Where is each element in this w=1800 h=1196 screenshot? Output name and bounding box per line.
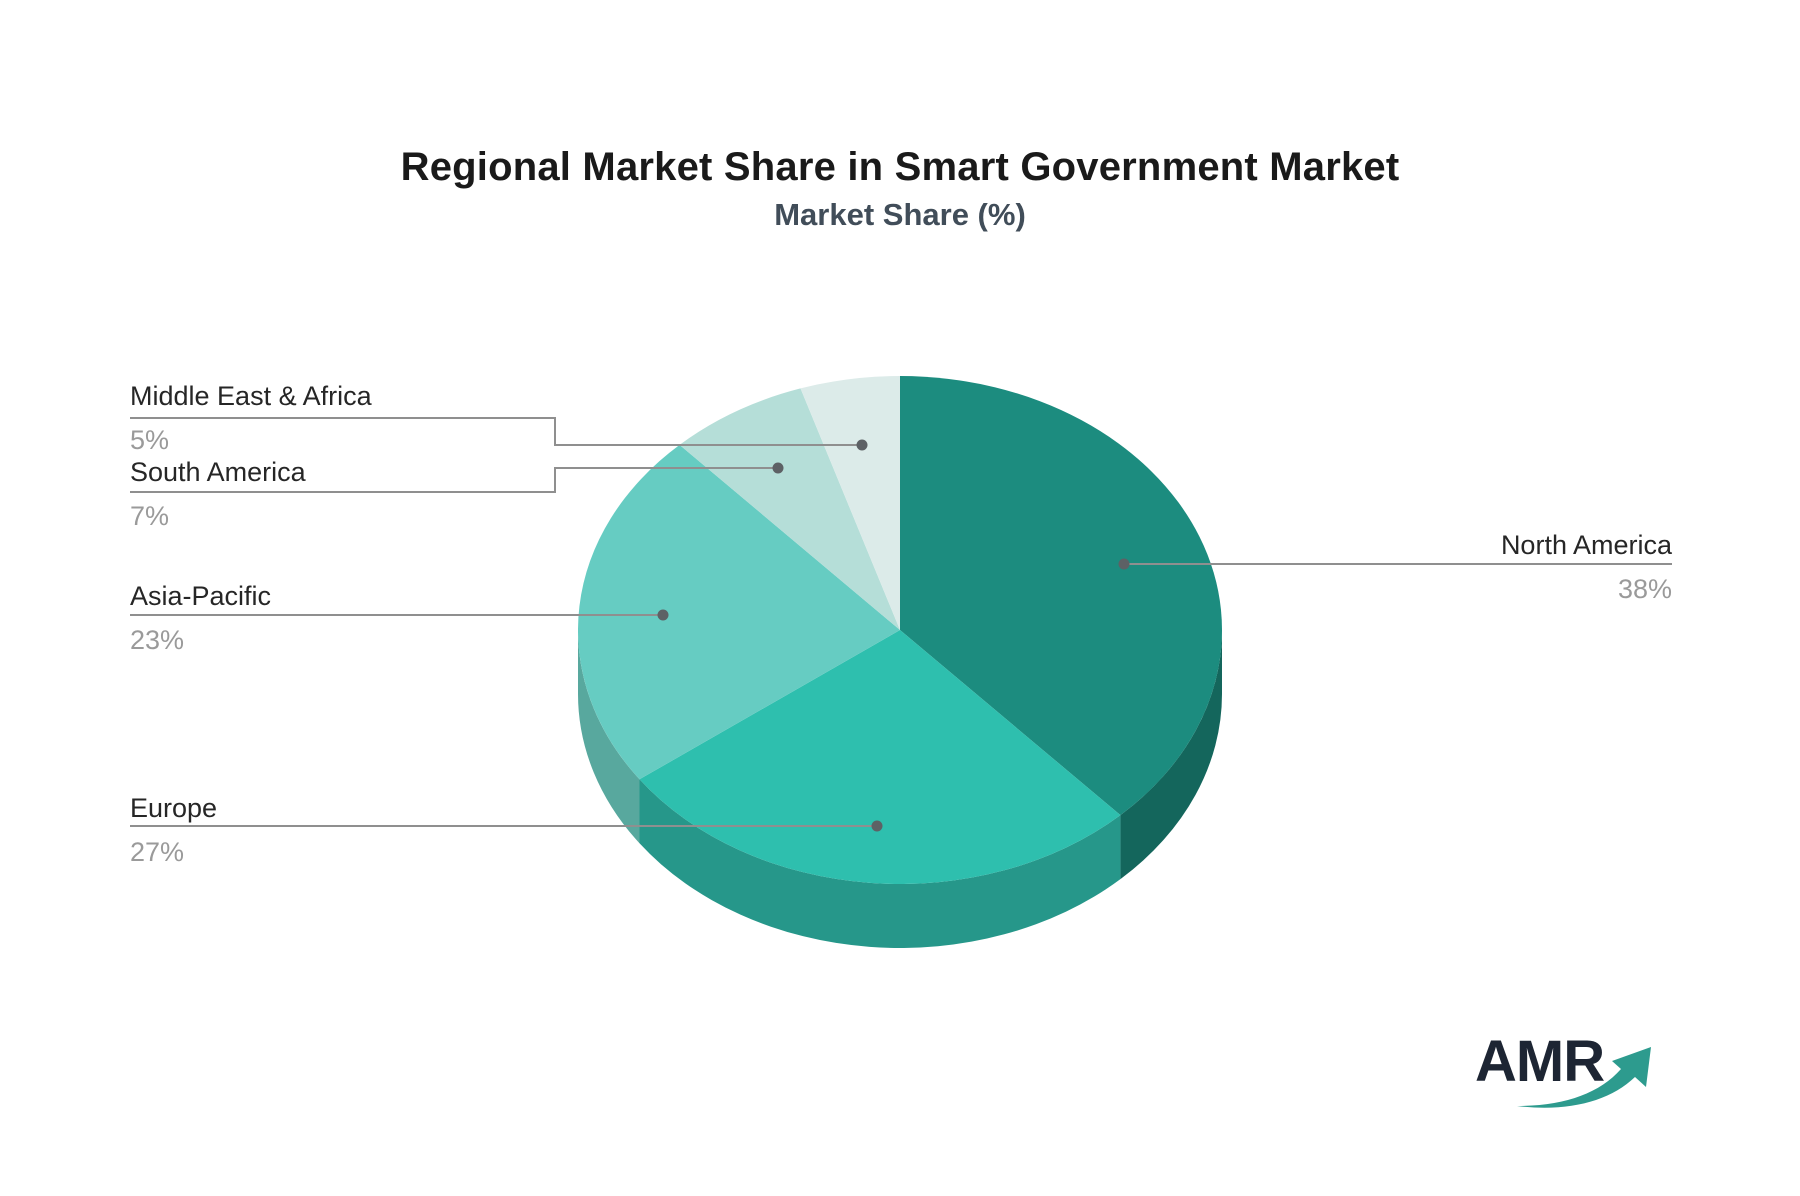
label-north-america-pct: 38% — [1617, 574, 1672, 604]
label-europe: Europe 27% — [130, 793, 590, 867]
label-europe-name: Europe — [130, 793, 218, 823]
label-middle-east-africa-pct: 5% — [130, 425, 170, 455]
pie-slice-side-asia-pacific — [578, 630, 640, 844]
leader-line-middle-east-africa — [130, 417, 862, 446]
anchor-dot-middle-east-africa — [856, 439, 868, 451]
label-north-america-name: North America — [1500, 530, 1672, 560]
anchor-dot-north-america — [1118, 558, 1130, 570]
brand-logo: AMR — [1475, 1032, 1695, 1122]
leader-line-south-america — [130, 467, 778, 493]
label-middle-east-africa: Middle East & Africa 5% — [130, 381, 590, 455]
label-asia-pacific-name: Asia-Pacific — [130, 581, 272, 611]
label-asia-pacific-pct: 23% — [130, 625, 185, 655]
label-north-america: North America 38% — [1212, 530, 1672, 604]
chart-subtitle: Market Share (%) — [774, 197, 1026, 232]
pie-slice-middle-east-africa — [800, 376, 900, 630]
label-south-america-pct: 7% — [130, 501, 170, 531]
label-middle-east-africa-name: Middle East & Africa — [130, 381, 372, 411]
pie-slice-asia-pacific — [578, 444, 900, 780]
chart-title: Regional Market Share in Smart Governmen… — [400, 145, 1400, 189]
anchor-dot-europe — [871, 820, 883, 832]
pie-slice-side-europe — [639, 779, 1121, 948]
growth-arrow-icon — [1517, 1047, 1651, 1108]
anchor-dot-south-america — [772, 462, 784, 474]
pie-slice-side-north-america — [1120, 630, 1222, 880]
pie-slice-europe — [639, 630, 1121, 884]
label-south-america-name: South America — [130, 457, 306, 487]
label-europe-pct: 27% — [130, 837, 185, 867]
anchor-dot-asia-pacific — [657, 609, 669, 621]
label-asia-pacific: Asia-Pacific 23% — [130, 581, 590, 655]
pie-slice-north-america — [900, 376, 1222, 816]
brand-logo-text: AMR — [1475, 1029, 1605, 1094]
label-south-america: South America 7% — [130, 457, 590, 531]
pie-slice-south-america — [679, 388, 900, 630]
